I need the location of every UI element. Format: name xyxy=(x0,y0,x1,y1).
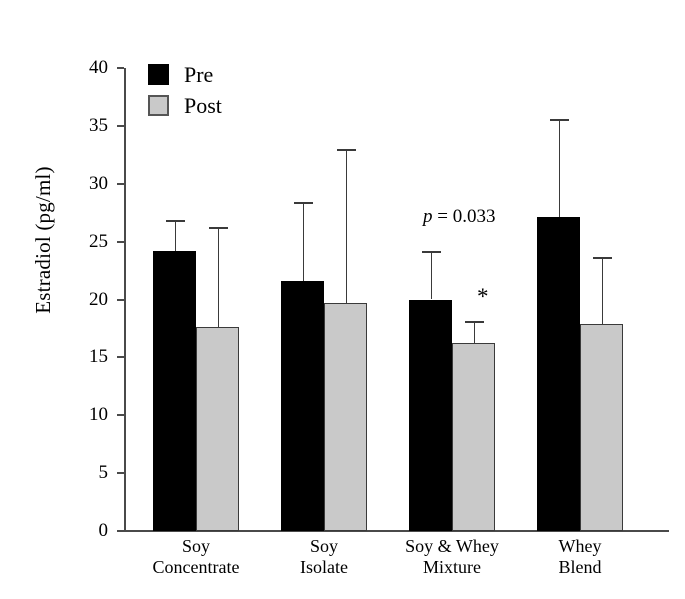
category-label-3: Whey Blend xyxy=(500,536,660,578)
bar-pre-group-3 xyxy=(537,217,580,531)
error-bar-cap-post-group-1 xyxy=(337,149,356,152)
y-tick-label-10: 10 xyxy=(89,404,108,426)
legend-label-pre: Pre xyxy=(184,62,214,87)
error-bar-stem-pre-group-3 xyxy=(559,118,560,218)
bar-post-group-3 xyxy=(580,323,623,531)
category-label-0: Soy Concentrate xyxy=(116,536,276,578)
error-bar-cap-post-group-3 xyxy=(593,256,612,259)
bar-post-group-1 xyxy=(324,302,367,531)
p-value-number: = 0.033 xyxy=(432,206,496,227)
category-label-1-line-1: Isolate xyxy=(300,557,348,577)
error-bar-cap-pre-group-0 xyxy=(166,219,185,222)
category-label-3-line-0: Whey xyxy=(558,536,602,556)
y-tick-5 xyxy=(117,472,124,475)
bar-post-group-2 xyxy=(452,343,495,531)
y-axis-title: Estradiol (pg/ml) xyxy=(31,166,55,314)
y-tick-label-15: 15 xyxy=(89,346,108,368)
y-tick-label-25: 25 xyxy=(89,230,108,252)
error-bar-cap-post-group-0 xyxy=(209,226,228,229)
category-label-0-line-1: Concentrate xyxy=(152,557,240,577)
y-tick-15 xyxy=(117,356,124,359)
error-bar-stem-post-group-3 xyxy=(602,256,603,324)
y-axis-line xyxy=(124,68,126,532)
error-bar-stem-post-group-2 xyxy=(474,321,475,344)
y-tick-label-0: 0 xyxy=(98,520,109,541)
error-bar-stem-pre-group-1 xyxy=(303,202,304,281)
y-tick-20 xyxy=(117,298,124,301)
y-tick-label-35: 35 xyxy=(89,114,108,136)
category-label-2-line-0: Soy & Whey xyxy=(405,536,499,556)
bar-pre-group-1 xyxy=(281,280,324,531)
error-bar-stem-pre-group-0 xyxy=(175,219,176,251)
category-label-2-line-1: Mixture xyxy=(423,557,481,577)
error-bar-cap-pre-group-3 xyxy=(550,118,569,121)
y-tick-label-20: 20 xyxy=(89,288,108,310)
significance-star: * xyxy=(477,284,489,309)
p-value-annotation: p = 0.033 xyxy=(423,207,495,226)
legend-label-post: Post xyxy=(184,93,222,118)
category-label-0-line-0: Soy xyxy=(181,536,210,556)
category-label-1: Soy Isolate xyxy=(244,536,404,578)
y-tick-label-40: 40 xyxy=(89,57,108,78)
error-bar-cap-post-group-2 xyxy=(465,321,484,324)
bar-pre-group-2 xyxy=(409,299,452,531)
bar-pre-group-0 xyxy=(153,250,196,531)
category-label-2: Soy & Whey Mixture xyxy=(372,536,532,578)
error-bar-cap-pre-group-1 xyxy=(294,202,313,205)
y-tick-25 xyxy=(117,240,124,243)
error-bar-cap-pre-group-2 xyxy=(422,250,441,253)
y-tick-35 xyxy=(117,124,124,127)
gray-square-icon xyxy=(148,95,169,116)
black-square-icon xyxy=(148,64,169,85)
y-tick-40 xyxy=(117,67,124,69)
error-bar-stem-pre-group-2 xyxy=(431,250,432,300)
y-tick-0 xyxy=(117,530,124,532)
bar-post-group-0 xyxy=(196,327,239,531)
y-tick-10 xyxy=(117,414,124,417)
p-value-symbol: p xyxy=(423,206,433,227)
error-bar-stem-post-group-1 xyxy=(346,149,347,303)
y-tick-label-5: 5 xyxy=(98,462,109,484)
y-tick-label-30: 30 xyxy=(89,172,108,194)
x-axis-line xyxy=(124,530,669,532)
y-tick-30 xyxy=(117,182,124,185)
category-label-1-line-0: Soy xyxy=(309,536,338,556)
error-bar-stem-post-group-0 xyxy=(218,226,219,328)
category-label-3-line-1: Blend xyxy=(558,557,602,577)
